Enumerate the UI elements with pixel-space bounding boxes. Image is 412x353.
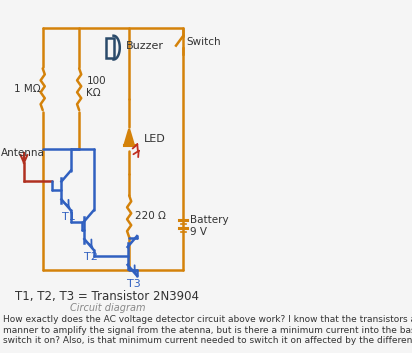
- Text: 220 Ω: 220 Ω: [136, 211, 166, 221]
- Text: LED: LED: [144, 134, 166, 144]
- Text: T2: T2: [84, 252, 98, 262]
- Bar: [106, 38, 114, 58]
- Text: Circuit diagram: Circuit diagram: [70, 303, 145, 312]
- Polygon shape: [124, 129, 134, 145]
- Text: T3: T3: [127, 279, 141, 289]
- Text: Antenna: Antenna: [1, 148, 45, 158]
- Text: T1, T2, T3 = Transistor 2N3904: T1, T2, T3 = Transistor 2N3904: [15, 290, 199, 303]
- Text: Switch: Switch: [186, 37, 221, 47]
- Text: T1: T1: [62, 212, 76, 222]
- Text: 1 MΩ: 1 MΩ: [14, 84, 40, 94]
- Text: Battery
9 V: Battery 9 V: [190, 215, 228, 237]
- Text: 100
KΩ: 100 KΩ: [87, 77, 106, 98]
- Text: Buzzer: Buzzer: [126, 41, 164, 50]
- Text: How exactly does the AC voltage detector circuit above work? I know that the tra: How exactly does the AC voltage detector…: [2, 316, 412, 345]
